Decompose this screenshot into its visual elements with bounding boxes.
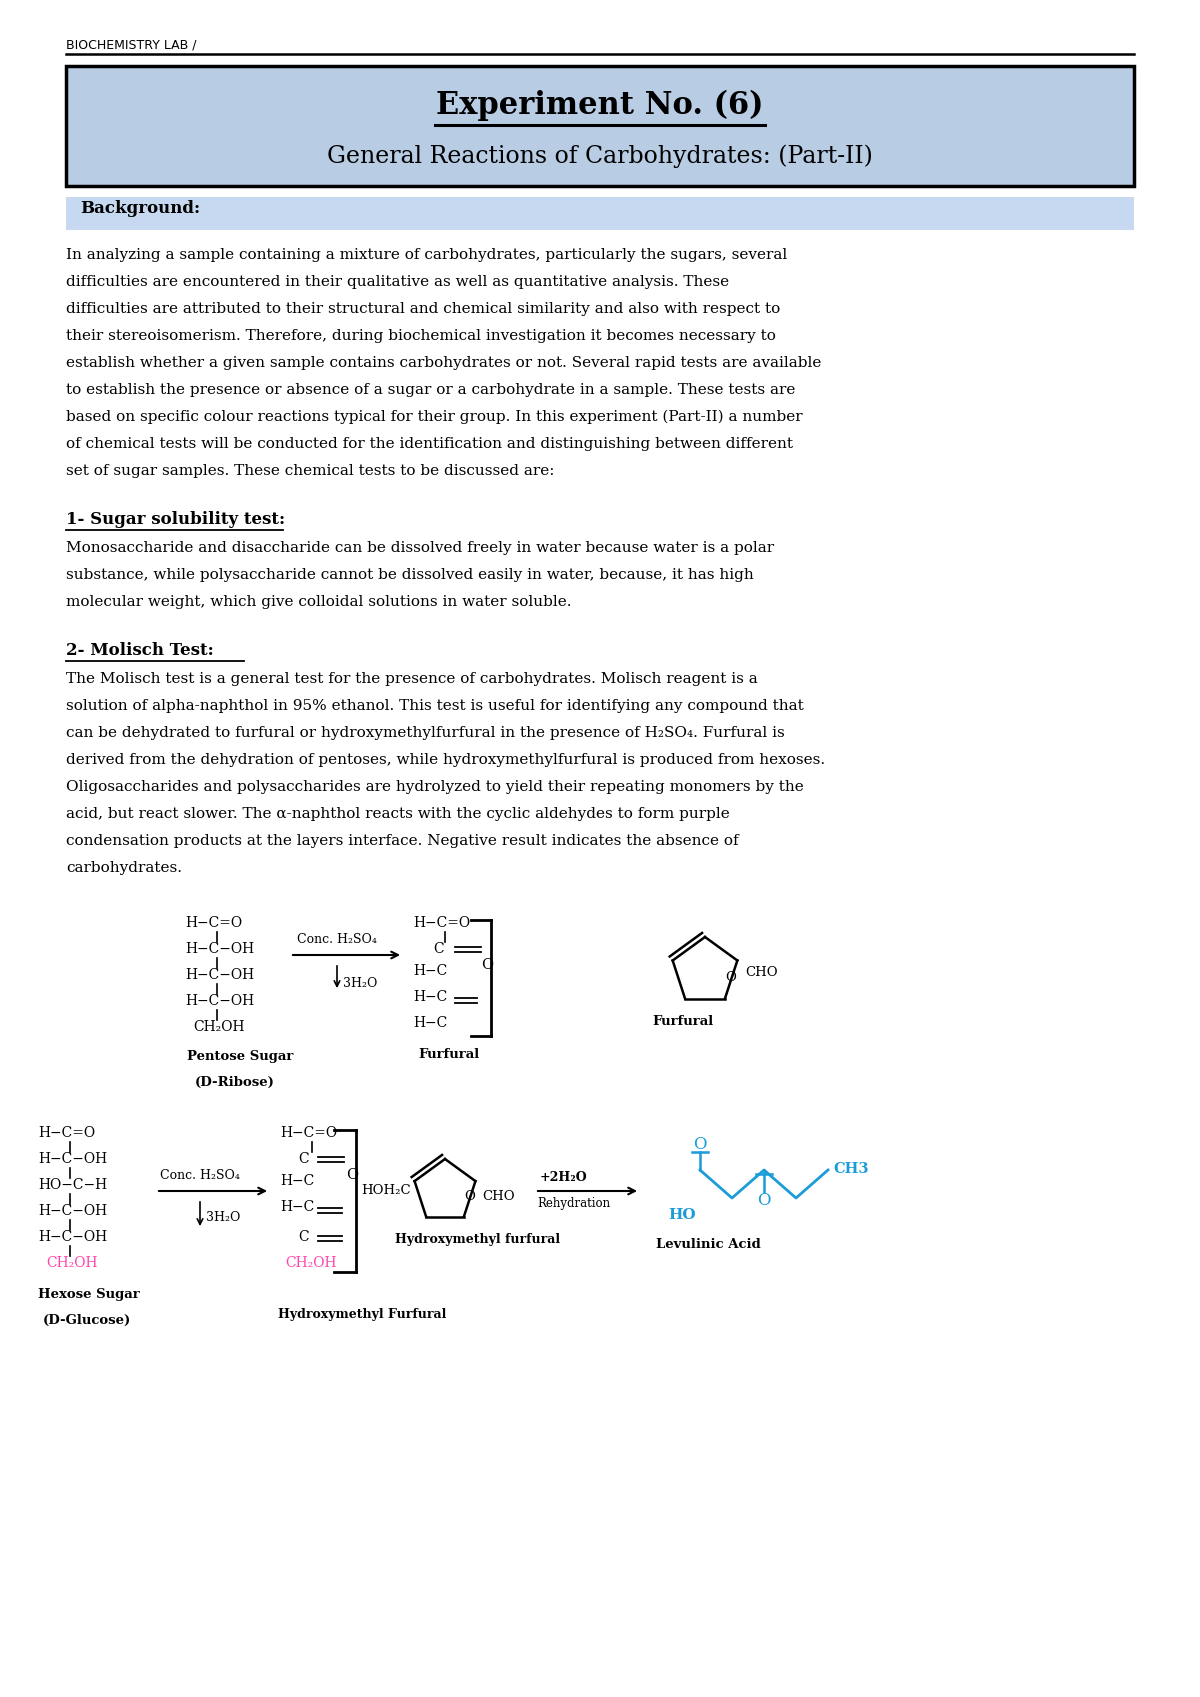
Text: General Reactions of Carbohydrates: (Part-II): General Reactions of Carbohydrates: (Par… (328, 144, 872, 168)
Text: condensation products at the layers interface. Negative result indicates the abs: condensation products at the layers inte… (66, 833, 739, 848)
Text: acid, but react slower. The α-naphthol reacts with the cyclic aldehydes to form : acid, but react slower. The α-naphthol r… (66, 808, 730, 821)
Text: Furfural: Furfural (418, 1049, 479, 1061)
Text: O: O (481, 959, 493, 972)
Text: CHO: CHO (745, 967, 778, 979)
Text: set of sugar samples. These chemical tests to be discussed are:: set of sugar samples. These chemical tes… (66, 463, 554, 479)
Text: H−C: H−C (280, 1200, 314, 1213)
Text: H−C: H−C (280, 1174, 314, 1188)
Text: Levulinic Acid: Levulinic Acid (655, 1239, 761, 1251)
Text: 3H₂O: 3H₂O (206, 1212, 240, 1224)
Text: 2- Molisch Test:: 2- Molisch Test: (66, 641, 214, 658)
Text: H−C: H−C (413, 989, 448, 1005)
Text: C: C (298, 1230, 308, 1244)
Text: H−C−OH: H−C−OH (185, 994, 254, 1008)
Text: CH₂OH: CH₂OH (193, 1020, 245, 1033)
Text: Conc. H₂SO₄: Conc. H₂SO₄ (160, 1169, 240, 1183)
Bar (66, 66, 1134, 187)
Text: Rehydration: Rehydration (538, 1196, 610, 1210)
Text: O: O (694, 1135, 707, 1152)
Text: Experiment No. (6): Experiment No. (6) (437, 90, 763, 120)
Text: HO: HO (668, 1208, 696, 1222)
Text: H−C=O: H−C=O (280, 1127, 337, 1140)
Text: Furfural: Furfural (653, 1015, 714, 1028)
Bar (66, 197, 1134, 231)
Text: based on specific colour reactions typical for their group. In this experiment (: based on specific colour reactions typic… (66, 411, 803, 424)
Text: carbohydrates.: carbohydrates. (66, 860, 182, 876)
Text: In analyzing a sample containing a mixture of carbohydrates, particularly the su: In analyzing a sample containing a mixtu… (66, 248, 787, 261)
Text: O: O (464, 1191, 475, 1203)
Text: H−C=O: H−C=O (413, 916, 470, 930)
Text: O: O (726, 971, 737, 984)
Text: H−C: H−C (413, 1017, 448, 1030)
Text: establish whether a given sample contains carbohydrates or not. Several rapid te: establish whether a given sample contain… (66, 356, 821, 370)
Text: BIOCHEMISTRY LAB /: BIOCHEMISTRY LAB / (66, 37, 197, 51)
Text: Oligosaccharides and polysaccharides are hydrolyzed to yield their repeating mon: Oligosaccharides and polysaccharides are… (66, 781, 804, 794)
Text: 1- Sugar solubility test:: 1- Sugar solubility test: (66, 511, 286, 528)
Text: Pentose Sugar: Pentose Sugar (187, 1050, 293, 1062)
Text: Hexose Sugar: Hexose Sugar (38, 1288, 139, 1302)
Text: Monosaccharide and disaccharide can be dissolved freely in water because water i: Monosaccharide and disaccharide can be d… (66, 541, 774, 555)
Text: C: C (298, 1152, 308, 1166)
Text: 3H₂O: 3H₂O (343, 977, 377, 989)
Text: H−C=O: H−C=O (185, 916, 242, 930)
Text: (D-Glucose): (D-Glucose) (43, 1313, 131, 1327)
Text: H−C−OH: H−C−OH (38, 1203, 107, 1218)
Text: O: O (757, 1191, 770, 1208)
Text: CH₂OH: CH₂OH (286, 1256, 336, 1269)
Text: H−C−OH: H−C−OH (185, 967, 254, 983)
Text: substance, while polysaccharide cannot be dissolved easily in water, because, it: substance, while polysaccharide cannot b… (66, 568, 754, 582)
Text: derived from the dehydration of pentoses, while hydroxymethylfurfural is produce: derived from the dehydration of pentoses… (66, 753, 826, 767)
Text: Hydroxymethyl Furfural: Hydroxymethyl Furfural (278, 1308, 446, 1320)
Text: difficulties are encountered in their qualitative as well as quantitative analys: difficulties are encountered in their qu… (66, 275, 730, 288)
Text: O: O (346, 1168, 358, 1183)
Text: Conc. H₂SO₄: Conc. H₂SO₄ (298, 933, 377, 945)
Text: Hydroxymethyl furfural: Hydroxymethyl furfural (395, 1234, 560, 1246)
Text: H−C−OH: H−C−OH (38, 1152, 107, 1166)
Text: HOH₂C: HOH₂C (361, 1185, 410, 1198)
Text: can be dehydrated to furfural or hydroxymethylfurfural in the presence of H₂SO₄.: can be dehydrated to furfural or hydroxy… (66, 726, 785, 740)
Text: The Molisch test is a general test for the presence of carbohydrates. Molisch re: The Molisch test is a general test for t… (66, 672, 757, 686)
Text: Background:: Background: (80, 200, 200, 217)
Text: +2H₂O: +2H₂O (540, 1171, 588, 1185)
Text: CHO: CHO (482, 1190, 515, 1203)
Text: H−C−OH: H−C−OH (38, 1230, 107, 1244)
Text: solution of alpha-naphthol in 95% ethanol. This test is useful for identifying a: solution of alpha-naphthol in 95% ethano… (66, 699, 804, 713)
Text: H−C=O: H−C=O (38, 1127, 95, 1140)
Text: (D-Ribose): (D-Ribose) (194, 1076, 275, 1089)
Text: C: C (433, 942, 444, 955)
Text: difficulties are attributed to their structural and chemical similarity and also: difficulties are attributed to their str… (66, 302, 780, 316)
Text: to establish the presence or absence of a sugar or a carbohydrate in a sample. T: to establish the presence or absence of … (66, 384, 796, 397)
Text: H−C−OH: H−C−OH (185, 942, 254, 955)
Text: HO−C−H: HO−C−H (38, 1178, 107, 1191)
Text: molecular weight, which give colloidal solutions in water soluble.: molecular weight, which give colloidal s… (66, 596, 571, 609)
Text: their stereoisomerism. Therefore, during biochemical investigation it becomes ne: their stereoisomerism. Therefore, during… (66, 329, 776, 343)
Text: of chemical tests will be conducted for the identification and distinguishing be: of chemical tests will be conducted for … (66, 438, 793, 451)
Text: CH3: CH3 (833, 1162, 869, 1176)
Text: H−C: H−C (413, 964, 448, 977)
Text: CH₂OH: CH₂OH (46, 1256, 97, 1269)
